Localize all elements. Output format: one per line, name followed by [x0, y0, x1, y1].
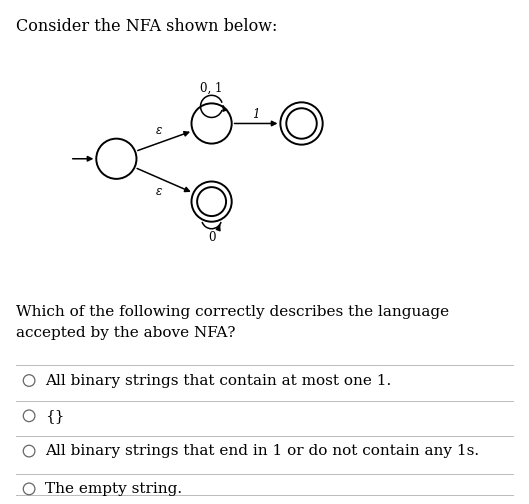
Text: Which of the following correctly describes the language
accepted by the above NF: Which of the following correctly describ…	[16, 305, 449, 340]
Text: The empty string.: The empty string.	[45, 482, 182, 496]
Text: All binary strings that contain at most one 1.: All binary strings that contain at most …	[45, 373, 391, 388]
Text: {}: {}	[45, 409, 65, 423]
Text: ε: ε	[156, 123, 162, 137]
Text: 0, 1: 0, 1	[200, 82, 223, 95]
Text: 1: 1	[252, 108, 260, 121]
Text: Consider the NFA shown below:: Consider the NFA shown below:	[16, 18, 277, 35]
Text: ε: ε	[156, 185, 162, 198]
Text: All binary strings that end in 1 or do not contain any 1s.: All binary strings that end in 1 or do n…	[45, 444, 479, 458]
Text: 0: 0	[208, 231, 215, 244]
